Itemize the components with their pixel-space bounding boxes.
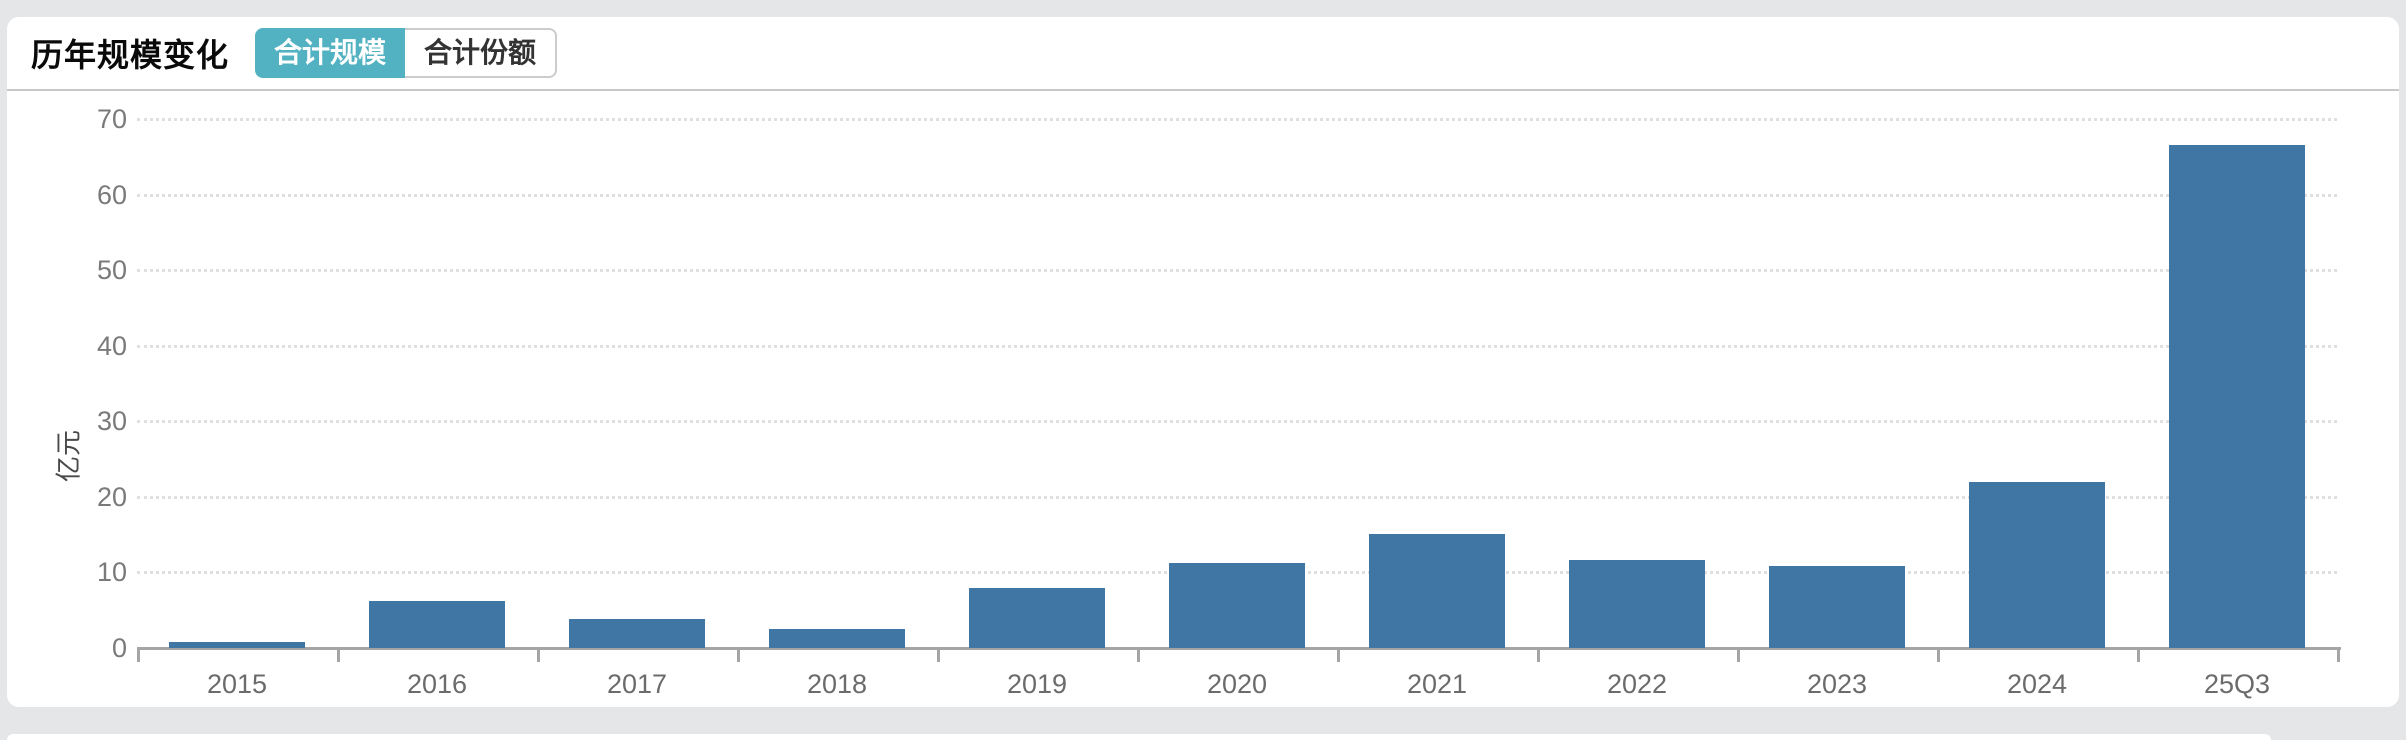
x-tick-label-2018: 2018 [806, 669, 868, 699]
x-axis-tick [1937, 650, 1940, 662]
y-tick-label-10: 10 [96, 557, 127, 588]
gridline-40 [137, 344, 2337, 348]
bar-25Q3[interactable] [2169, 145, 2305, 648]
x-axis-tick [537, 650, 540, 662]
next-card-top-edge [7, 734, 2271, 740]
bar-2015[interactable] [169, 642, 305, 648]
bar-2021[interactable] [1369, 534, 1505, 648]
card-header: 历年规模变化 合计规模 合计份额 [7, 17, 2399, 91]
x-tick-label-2017: 2017 [606, 669, 668, 699]
x-tick-label-2024: 2024 [2006, 669, 2068, 699]
scale-history-bar-chart: 亿元 0 10 20 30 40 50 60 70 2015 2016 2017 2018 2019 20… [7, 93, 2399, 705]
gridline-50 [137, 269, 2337, 273]
bar-2016[interactable] [369, 601, 505, 648]
x-tick-label-2016: 2016 [406, 669, 468, 699]
toggle-option-total-share[interactable]: 合计份额 [405, 28, 558, 78]
y-tick-label-20: 20 [96, 481, 127, 512]
x-axis-tick [737, 650, 740, 662]
x-axis-tick [1537, 650, 1540, 662]
page-title: 历年规模变化 [31, 37, 230, 73]
y-tick-label-50: 50 [96, 255, 127, 286]
y-axis-unit-label: 亿元 [53, 429, 84, 483]
gridline-70 [137, 118, 2337, 121]
bar-2024[interactable] [1969, 482, 2105, 648]
y-tick-label-60: 60 [96, 179, 127, 210]
y-tick-label-0: 0 [111, 633, 127, 663]
x-tick-label-25Q3: 25Q3 [2203, 669, 2271, 699]
bar-2022[interactable] [1569, 560, 1705, 648]
bar-2019[interactable] [969, 588, 1105, 648]
y-tick-label-70: 70 [96, 104, 127, 134]
bar-2023[interactable] [1769, 566, 1905, 648]
x-tick-label-2022: 2022 [1606, 669, 1668, 699]
x-axis-tick [2137, 650, 2140, 662]
x-tick-label-2023: 2023 [1806, 669, 1868, 699]
x-axis-tick [137, 650, 140, 662]
x-axis-line [137, 647, 2341, 650]
x-axis-tick [1137, 650, 1140, 662]
bar-2018[interactable] [769, 629, 905, 648]
bar-2017[interactable] [569, 619, 705, 648]
x-axis-tick [337, 650, 340, 662]
y-tick-label-30: 30 [96, 406, 127, 437]
x-axis-tick [1337, 650, 1340, 662]
bar-2020[interactable] [1169, 563, 1305, 648]
x-tick-label-2019: 2019 [1006, 669, 1068, 699]
gridline-20 [137, 495, 2337, 499]
gridline-30 [137, 420, 2337, 424]
x-tick-label-2020: 2020 [1206, 669, 1268, 699]
y-tick-label-40: 40 [96, 330, 127, 361]
x-tick-label-2021: 2021 [1406, 669, 1468, 699]
x-axis-tick [937, 650, 940, 662]
x-axis-tick [1737, 650, 1740, 662]
x-axis-tick [2337, 650, 2340, 662]
toggle-option-total-scale[interactable]: 合计规模 [255, 28, 406, 78]
x-tick-label-2015: 2015 [206, 669, 268, 699]
scale-history-card: 历年规模变化 合计规模 合计份额 亿元 0 10 20 30 40 50 60 70 2015 20… [7, 17, 2399, 707]
metric-toggle: 合计规模 合计份额 [255, 28, 558, 78]
gridline-60 [137, 193, 2337, 197]
